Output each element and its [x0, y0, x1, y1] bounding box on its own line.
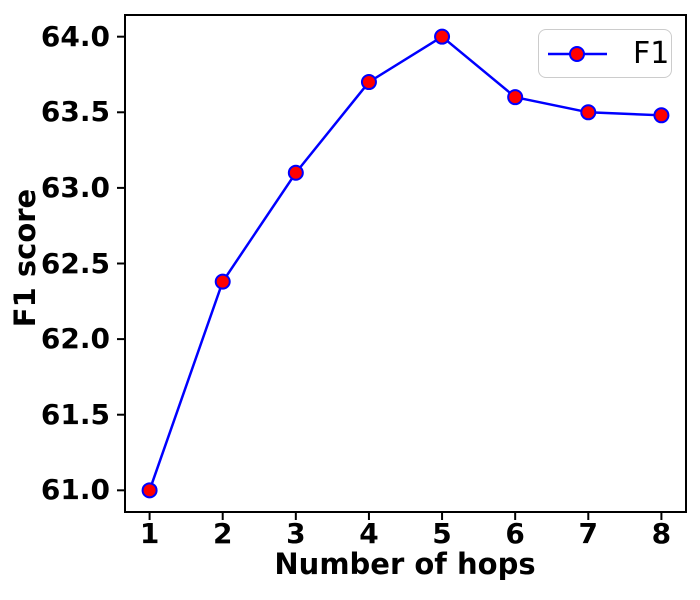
- y-tick-label: 64.0: [40, 19, 110, 53]
- f1-series-line: [148, 35, 662, 491]
- data-point-marker: [434, 28, 451, 45]
- data-point-marker: [141, 482, 158, 499]
- line-chart: [117, 14, 687, 520]
- data-point-marker: [214, 273, 231, 290]
- legend-line-marker-icon: [548, 45, 607, 62]
- x-tick-label: 4: [359, 517, 379, 550]
- x-tick-label: 8: [651, 517, 672, 550]
- y-tick-label: 63.0: [40, 170, 110, 204]
- y-tick-label: 62.5: [40, 246, 110, 280]
- data-point-marker: [653, 107, 670, 124]
- x-tick-label: 5: [432, 517, 452, 550]
- legend-label-f1: F1: [633, 35, 670, 71]
- x-tick-label: 2: [212, 517, 233, 550]
- data-point-marker: [360, 74, 377, 91]
- data-point-marker: [287, 164, 304, 181]
- data-point-marker: [507, 89, 524, 106]
- y-tick-label: 61.0: [40, 473, 110, 507]
- x-tick-label: 3: [286, 517, 306, 550]
- legend: F1: [538, 29, 672, 78]
- x-axis-label: Number of hops: [274, 547, 536, 581]
- x-tick-label: 6: [505, 517, 525, 550]
- x-tick-label: 1: [139, 517, 160, 550]
- y-axis-label: F1 score: [8, 188, 42, 328]
- y-tick-label: 61.5: [40, 397, 110, 431]
- y-tick-label: 62.0: [40, 322, 110, 356]
- data-point-marker: [580, 104, 597, 121]
- plot-border: [124, 14, 687, 513]
- y-tick-label: 63.5: [40, 95, 110, 129]
- x-tick-label: 7: [578, 517, 599, 550]
